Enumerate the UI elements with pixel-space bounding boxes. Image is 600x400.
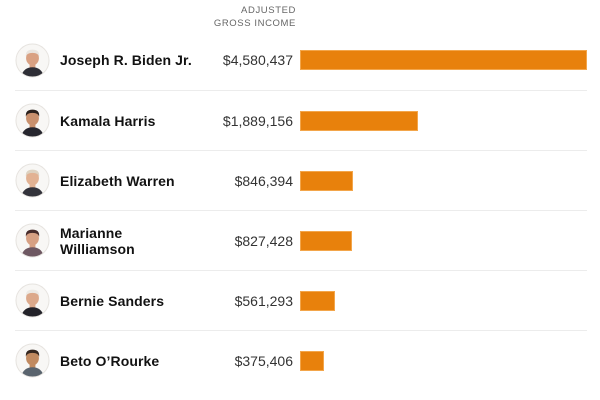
avatar-joseph-r-biden-jr [15, 42, 50, 78]
candidate-row: Elizabeth Warren $846,394 [15, 150, 587, 210]
income-bar [300, 290, 335, 311]
income-value: $561,293 [234, 292, 293, 309]
candidate-row: Beto O’Rourke $375,406 [15, 330, 587, 390]
avatar-beto-orourke [15, 343, 50, 378]
bar-cell [300, 350, 587, 371]
candidate-name: Joseph R. Biden Jr. [60, 52, 192, 68]
income-value: $375,406 [234, 352, 293, 369]
bar-cell [300, 230, 587, 251]
column-header: ADJUSTED GROSS INCOME [0, 0, 296, 30]
income-bar [300, 110, 418, 131]
income-value: $827,428 [234, 232, 293, 249]
candidate-row: Kamala Harris $1,889,156 [15, 90, 587, 150]
candidate-row: Joseph R. Biden Jr. $4,580,437 [15, 30, 587, 90]
bar-cell [300, 50, 587, 70]
column-header-line2: GROSS INCOME [213, 18, 296, 29]
bar-cell [300, 110, 587, 131]
income-bar [300, 350, 324, 371]
bar-cell [300, 290, 587, 311]
column-header-line1: ADJUSTED [241, 5, 296, 16]
income-value: $846,394 [234, 172, 293, 189]
candidate-name: Kamala Harris [60, 112, 156, 129]
candidate-name: Elizabeth Warren [60, 172, 175, 189]
bar-cell [300, 170, 587, 191]
candidate-row: Marianne Williamson $827,428 [15, 210, 587, 270]
candidate-list: Joseph R. Biden Jr. $4,580,437 Kamala Ha… [15, 30, 587, 390]
candidate-name: Marianne Williamson [60, 224, 135, 257]
candidate-name: Beto O’Rourke [60, 352, 160, 369]
avatar-kamala-harris [15, 103, 50, 138]
candidate-name: Bernie Sanders [60, 292, 165, 309]
income-bar [300, 230, 352, 251]
income-value: $1,889,156 [222, 112, 293, 129]
income-bar [300, 50, 587, 70]
candidate-row: Bernie Sanders $561,293 [15, 270, 587, 330]
income-bar [300, 170, 353, 191]
income-value: $4,580,437 [222, 52, 293, 68]
avatar-bernie-sanders [15, 283, 50, 318]
avatar-marianne-williamson [15, 223, 50, 258]
avatar-elizabeth-warren [15, 163, 50, 198]
